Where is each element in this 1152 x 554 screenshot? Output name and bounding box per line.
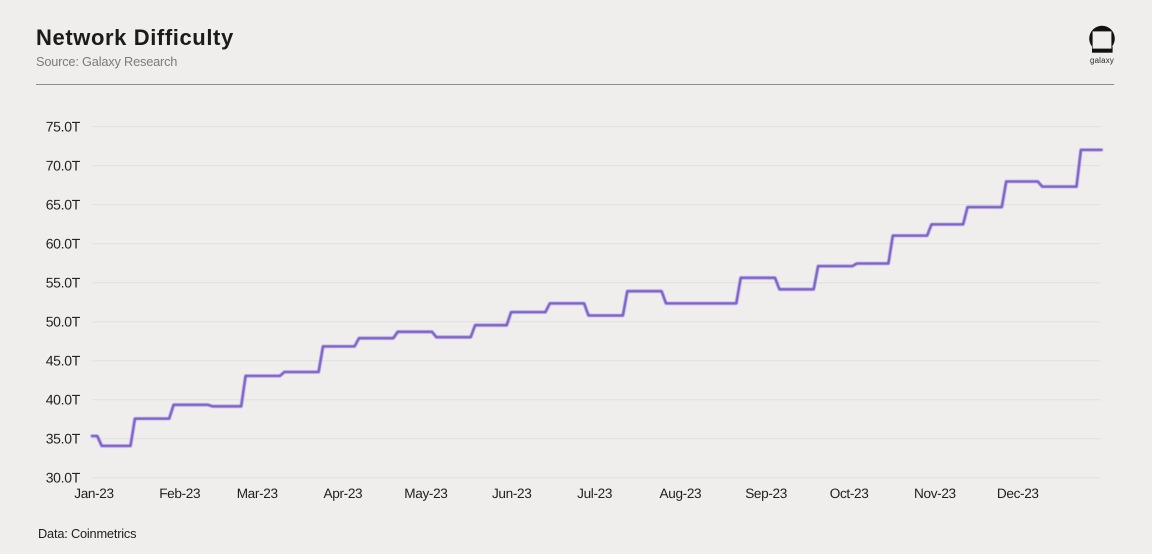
svg-text:30.0T: 30.0T	[46, 470, 81, 486]
svg-text:35.0T: 35.0T	[46, 431, 81, 447]
svg-text:Sep-23: Sep-23	[745, 486, 787, 501]
svg-text:May-23: May-23	[404, 486, 447, 501]
svg-text:Dec-23: Dec-23	[997, 486, 1039, 501]
svg-text:Oct-23: Oct-23	[830, 486, 869, 501]
svg-text:40.0T: 40.0T	[46, 392, 81, 408]
svg-text:65.0T: 65.0T	[46, 196, 81, 212]
svg-text:Aug-23: Aug-23	[660, 486, 702, 501]
svg-text:60.0T: 60.0T	[46, 235, 81, 251]
svg-text:50.0T: 50.0T	[46, 314, 81, 330]
svg-text:75.0T: 75.0T	[46, 118, 81, 134]
svg-text:Feb-23: Feb-23	[159, 486, 200, 501]
svg-text:Jan-23: Jan-23	[74, 486, 113, 501]
svg-text:Jun-23: Jun-23	[492, 486, 531, 501]
svg-text:45.0T: 45.0T	[46, 353, 81, 369]
svg-text:Mar-23: Mar-23	[237, 486, 278, 501]
svg-text:55.0T: 55.0T	[46, 275, 81, 291]
svg-text:Apr-23: Apr-23	[324, 486, 363, 501]
svg-text:Jul-23: Jul-23	[577, 486, 612, 501]
svg-text:Nov-23: Nov-23	[914, 486, 956, 501]
svg-text:70.0T: 70.0T	[46, 157, 81, 173]
